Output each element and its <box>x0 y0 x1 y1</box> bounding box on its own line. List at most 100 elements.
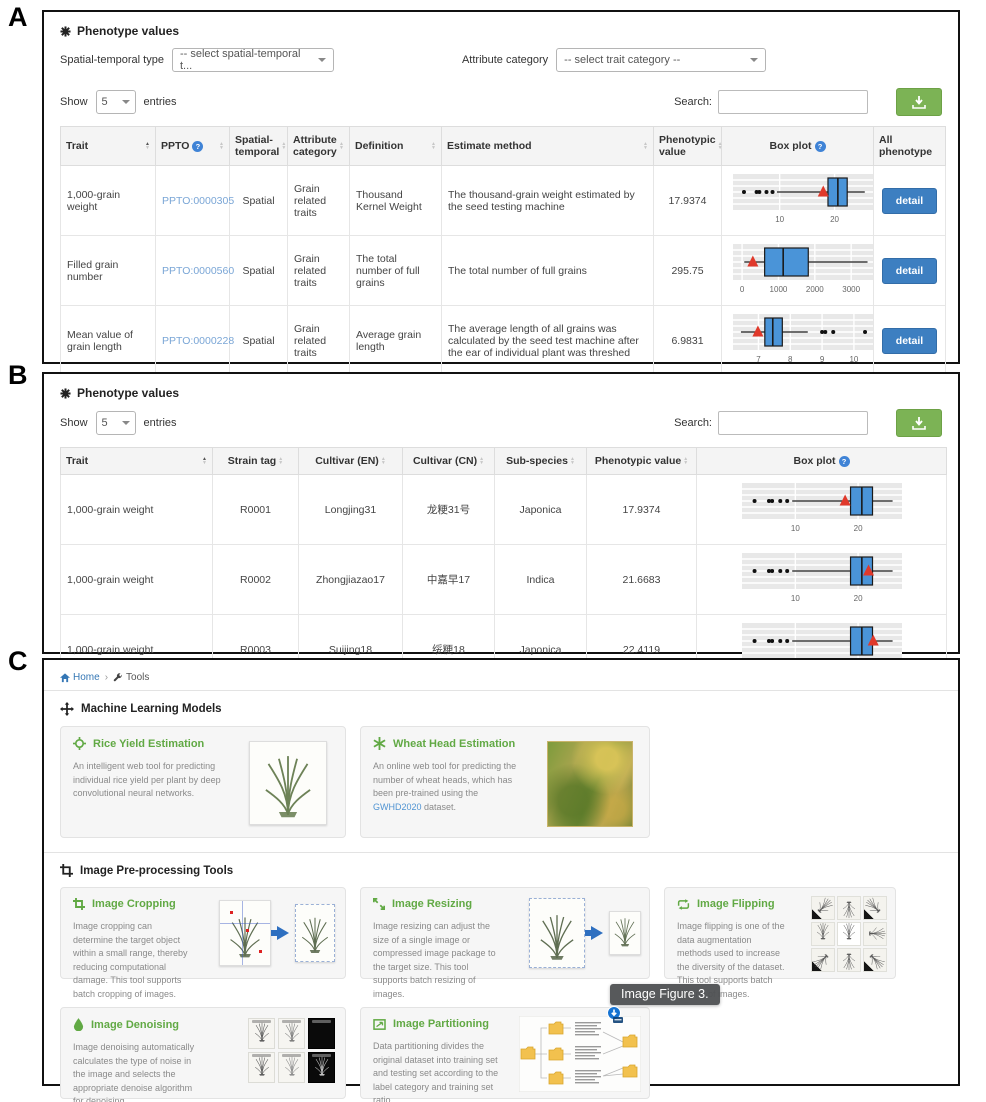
trait-cell: 1,000-grain weight <box>60 544 213 615</box>
column-header-phenotypic-value[interactable]: Phenotypic value ▲ ▼ <box>653 126 723 166</box>
card-description: Image resizing can adjust the size of a … <box>373 921 496 999</box>
chevron-down-icon <box>121 100 130 104</box>
spatial-temporal-type-select[interactable]: -- select spatial-temporal t... <box>171 48 334 72</box>
gwhd-link[interactable]: GWHD2020 <box>373 801 422 812</box>
boxplot-cell: 0 1000 2000 3000 <box>721 235 874 306</box>
spatial-temporal-type-label: Spatial-temporal type <box>60 54 164 66</box>
ppto-link[interactable]: PPTO:0000305 <box>155 165 234 236</box>
resize-icon <box>373 898 385 910</box>
table-row: 1,000-grain weight R0001 Longjing31 龙粳31… <box>60 474 947 545</box>
card-image-cropping[interactable]: Image Cropping Image cropping can determ… <box>60 887 346 999</box>
attribute-category-select[interactable]: -- select trait category -- <box>556 48 767 72</box>
entries-select[interactable]: 5 <box>95 411 136 435</box>
section-machine-learning: Machine Learning Models <box>60 702 942 716</box>
card-image-resizing[interactable]: Image Resizing Image resizing can adjust… <box>360 887 650 999</box>
crop-icon <box>73 898 85 910</box>
search-input[interactable] <box>718 411 868 435</box>
card-wheat-head-estimation[interactable]: Wheat Head Estimation An online web tool… <box>360 726 650 838</box>
card-description: Image cropping can determine the target … <box>73 921 188 999</box>
flip-icon <box>677 898 690 910</box>
boxplot-chart: 10 20 <box>737 481 907 538</box>
search-label: Search: <box>674 96 712 108</box>
estimate-cell: The thousand-grain weight estimated by t… <box>441 165 654 236</box>
estimate-cell: The total number of full grains <box>441 235 654 306</box>
cursor-save-icon <box>606 1006 624 1029</box>
column-header-estimate-method[interactable]: Estimate method ▲ ▼ <box>441 126 654 166</box>
panel-b-title-row: Phenotype values <box>60 386 942 400</box>
download-icon <box>912 416 926 430</box>
arrow-icon <box>271 926 289 940</box>
column-header-ppto[interactable]: PPTO? ▲ ▼ <box>155 126 230 166</box>
detail-button[interactable]: detail <box>881 187 938 214</box>
ppto-link[interactable]: PPTO:0000560 <box>155 235 234 306</box>
column-header-trait[interactable]: Trait ▲ ▼ <box>60 447 213 475</box>
breadcrumb-home[interactable]: Home <box>60 672 100 683</box>
definition-cell: Average grain length <box>349 305 442 376</box>
asterisk-icon <box>373 737 386 750</box>
phenotype-table-b: Trait ▲ ▼ Strain tag ▲ ▼ Cultivar (EN) ▲ ▼ Cul… <box>60 447 947 685</box>
spatial-cell: Spatial <box>229 305 288 376</box>
value-cell: 17.9374 <box>586 474 697 545</box>
boxplot-cell: 10 20 <box>721 165 874 236</box>
partitioning-example-image <box>518 1015 642 1097</box>
panel-a-controls: Show 5 entries Search: <box>60 88 942 116</box>
panel-b: Phenotype values Show 5 entries Search: … <box>42 372 960 685</box>
download-button[interactable] <box>896 88 942 116</box>
category-cell: Grain related traits <box>287 235 350 306</box>
subspecies-cell: Indica <box>494 544 587 615</box>
trait-cell: Filled grain number <box>60 235 156 306</box>
phenotype-table-a: Trait ▲ ▼ PPTO? ▲ ▼ Spatial-temporal ▲ ▼ Attri… <box>60 126 946 376</box>
column-header-phenotypic-value[interactable]: Phenotypic value ▲ ▼ <box>586 447 697 475</box>
column-header-attribute-category[interactable]: Attribute category ▲ ▼ <box>287 126 350 166</box>
svg-text:10: 10 <box>790 524 799 533</box>
tools-row-2: Image Denoising Image denoising automati… <box>60 1007 942 1102</box>
droplet-icon <box>73 1018 84 1031</box>
card-image-partitioning[interactable]: Image Partitioning Data partitioning div… <box>360 1007 650 1102</box>
show-label: Show <box>60 96 88 108</box>
help-icon[interactable]: ? <box>814 140 826 152</box>
table-b-header-row: Trait ▲ ▼ Strain tag ▲ ▼ Cultivar (EN) ▲ ▼ Cul… <box>60 447 947 475</box>
download-button[interactable] <box>896 409 942 437</box>
spatial-cell: Spatial <box>229 165 288 236</box>
attribute-category-selected-value: -- select trait category -- <box>564 54 681 66</box>
entries-selected-value: 5 <box>101 96 108 108</box>
panel-a-title-row: Phenotype values <box>60 24 942 38</box>
column-header-spatial-temporal[interactable]: Spatial-temporal ▲ ▼ <box>229 126 288 166</box>
value-cell: 17.9374 <box>653 165 722 236</box>
card-image-denoising[interactable]: Image Denoising Image denoising automati… <box>60 1007 346 1102</box>
cultivar-cn-cell: 中嘉早17 <box>402 544 495 615</box>
column-header-all-phenotype: All phenotype <box>873 126 946 166</box>
column-header-strain-tag[interactable]: Strain tag ▲ ▼ <box>212 447 299 475</box>
column-header-trait[interactable]: Trait ▲ ▼ <box>60 126 156 166</box>
entries-select[interactable]: 5 <box>95 90 136 114</box>
breadcrumb: Home › Tools <box>60 672 942 683</box>
help-icon[interactable]: ? <box>192 140 204 152</box>
cropping-example-image <box>219 900 335 966</box>
svg-text:9: 9 <box>820 355 825 364</box>
column-header-cultivar-cn[interactable]: Cultivar (CN) ▲ ▼ <box>402 447 495 475</box>
svg-text:8: 8 <box>788 355 793 364</box>
search-input[interactable] <box>718 90 868 114</box>
boxplot-cell: 7 8 9 10 <box>721 305 874 376</box>
move-arrows-icon <box>60 702 74 716</box>
table-row: 1,000-grain weight R0002 Zhongjiazao17 中… <box>60 544 947 615</box>
column-header-cultivar-en[interactable]: Cultivar (EN) ▲ ▼ <box>298 447 403 475</box>
column-header-sub-species[interactable]: Sub-species ▲ ▼ <box>494 447 587 475</box>
detail-button[interactable]: detail <box>881 327 938 354</box>
svg-text:10: 10 <box>849 355 858 364</box>
crop-icon <box>60 864 73 877</box>
card-title: Image Cropping <box>92 898 176 910</box>
chevron-down-icon <box>750 58 759 62</box>
column-header-definition[interactable]: Definition ▲ ▼ <box>349 126 442 166</box>
svg-text:7: 7 <box>756 355 761 364</box>
card-image-flipping[interactable]: Image Flipping Image flipping is one of … <box>664 887 896 999</box>
category-cell: Grain related traits <box>287 165 350 236</box>
breadcrumb-tools[interactable]: Tools <box>113 672 149 683</box>
ppto-link[interactable]: PPTO:0000228 <box>155 305 234 376</box>
card-rice-yield-estimation[interactable]: Rice Yield Estimation An intelligent web… <box>60 726 346 838</box>
panel-c-label: C <box>8 646 28 676</box>
svg-text:3000: 3000 <box>842 285 860 294</box>
card-title: Wheat Head Estimation <box>393 737 516 750</box>
help-icon[interactable]: ? <box>838 455 850 467</box>
detail-button[interactable]: detail <box>881 257 938 284</box>
